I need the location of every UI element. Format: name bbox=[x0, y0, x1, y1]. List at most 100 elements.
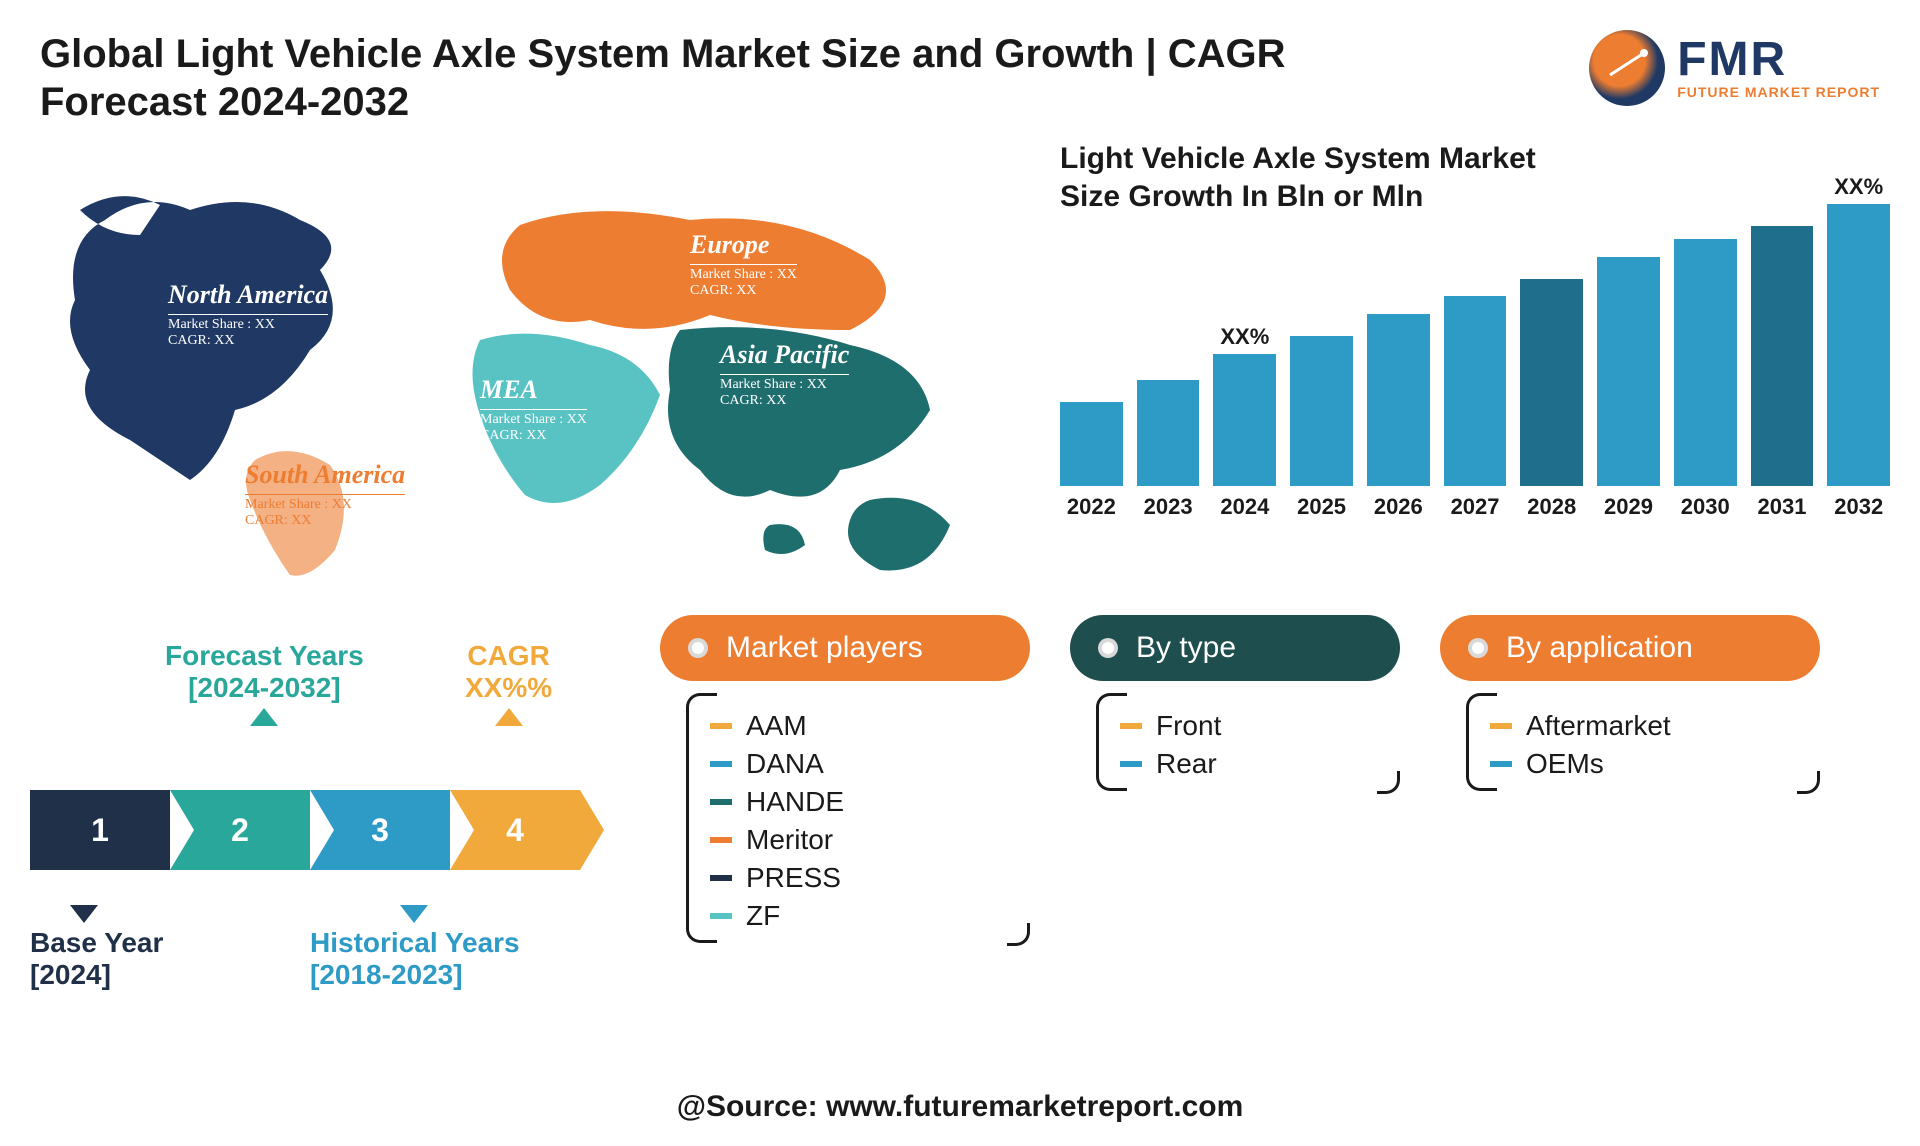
list-item: AAM bbox=[710, 707, 1030, 745]
bar bbox=[1444, 296, 1507, 486]
label-cagr: CAGR XX%% bbox=[465, 640, 552, 726]
section-by-type: By type FrontRear bbox=[1070, 615, 1400, 1035]
bar-col: 2022 bbox=[1060, 402, 1123, 520]
list-item-text: AAM bbox=[746, 710, 807, 742]
timeline-step-number: 4 bbox=[506, 812, 524, 849]
page-title: Global Light Vehicle Axle System Market … bbox=[40, 30, 1320, 126]
list-item-text: Aftermarket bbox=[1526, 710, 1671, 742]
timeline-step-number: 2 bbox=[231, 812, 249, 849]
list-item: Rear bbox=[1120, 745, 1400, 783]
list-item: DANA bbox=[710, 745, 1030, 783]
globe-icon bbox=[1589, 30, 1665, 106]
bar-label: 2031 bbox=[1758, 494, 1807, 520]
section-by-application: By application Aftermarket OEMs bbox=[1440, 615, 1820, 1035]
tick-icon bbox=[1490, 723, 1512, 729]
pill-market-players: Market players bbox=[660, 615, 1030, 681]
bar bbox=[1597, 257, 1660, 486]
label-europe: Europe Market Share : XX CAGR: XX bbox=[690, 230, 797, 299]
bar-col: 2031 bbox=[1751, 226, 1814, 520]
label-mea: MEA Market Share : XX CAGR: XX bbox=[480, 375, 587, 444]
growth-bar-chart: Light Vehicle Axle System Market Size Gr… bbox=[1060, 140, 1890, 560]
list-item-text: OEMs bbox=[1526, 748, 1604, 780]
list-item: PRESS bbox=[710, 859, 1030, 897]
tick-icon bbox=[710, 875, 732, 881]
timeline-step: 4 bbox=[450, 790, 580, 870]
bar-col: 2027 bbox=[1444, 296, 1507, 520]
label-north-america: North America Market Share : XX CAGR: XX bbox=[168, 280, 328, 349]
list-item: HANDE bbox=[710, 783, 1030, 821]
bar bbox=[1060, 402, 1123, 486]
tick-icon bbox=[1120, 723, 1142, 729]
bar-col: 2024XX% bbox=[1213, 354, 1276, 520]
label-forecast: Forecast Years [2024-2032] bbox=[165, 640, 364, 726]
list-item-text: Meritor bbox=[746, 824, 833, 856]
bar-label: 2030 bbox=[1681, 494, 1730, 520]
bar bbox=[1213, 354, 1276, 486]
chevron-row: 1 2 3 4 bbox=[30, 790, 580, 870]
bar-col: 2026 bbox=[1367, 314, 1430, 520]
bar bbox=[1674, 239, 1737, 486]
bar-label: 2025 bbox=[1297, 494, 1346, 520]
header: Global Light Vehicle Axle System Market … bbox=[40, 30, 1880, 126]
timeline-step: 2 bbox=[170, 790, 310, 870]
tick-icon bbox=[710, 723, 732, 729]
bar-annotation: XX% bbox=[1220, 324, 1269, 350]
list-item-text: DANA bbox=[746, 748, 824, 780]
pill-by-type: By type bbox=[1070, 615, 1400, 681]
pill-by-application: By application bbox=[1440, 615, 1820, 681]
bar-col: 2025 bbox=[1290, 336, 1353, 520]
tick-icon bbox=[1120, 761, 1142, 767]
bar-label: 2028 bbox=[1527, 494, 1576, 520]
list-item: Front bbox=[1120, 707, 1400, 745]
label-asia-pacific: Asia Pacific Market Share : XX CAGR: XX bbox=[720, 340, 849, 409]
list-item-text: ZF bbox=[746, 900, 780, 932]
list-item-text: Rear bbox=[1156, 748, 1217, 780]
bar bbox=[1367, 314, 1430, 486]
list-market-players: AAM DANA HANDE Meritor PRESS ZF bbox=[660, 699, 1030, 943]
bar-col: 2032XX% bbox=[1827, 204, 1890, 520]
bar-label: 2029 bbox=[1604, 494, 1653, 520]
bar bbox=[1290, 336, 1353, 486]
bar-label: 2027 bbox=[1451, 494, 1500, 520]
bar-label: 2026 bbox=[1374, 494, 1423, 520]
tick-icon bbox=[710, 837, 732, 843]
brand-logo: FMR FUTURE MARKET REPORT bbox=[1589, 30, 1880, 106]
bar-col: 2030 bbox=[1674, 239, 1737, 520]
timeline-step: 3 bbox=[310, 790, 450, 870]
bar-annotation: XX% bbox=[1834, 174, 1883, 200]
label-historical: Historical Years [2018-2023] bbox=[310, 905, 520, 991]
bar-col: 2023 bbox=[1137, 380, 1200, 520]
timeline: Forecast Years [2024-2032] CAGR XX%% 1 2 3… bbox=[30, 640, 630, 990]
bar bbox=[1751, 226, 1814, 486]
bar-label: 2022 bbox=[1067, 494, 1116, 520]
section-market-players: Market players AAM DANA HANDE Meritor PRESS Z… bbox=[660, 615, 1030, 1035]
logo-text: FMR bbox=[1677, 36, 1880, 84]
bar-col: 2029 bbox=[1597, 257, 1660, 520]
label-base-year: Base Year [2024] bbox=[30, 905, 163, 991]
list-item: Aftermarket bbox=[1490, 707, 1820, 745]
label-south-america: South America Market Share : XX CAGR: XX bbox=[245, 460, 405, 529]
bar bbox=[1137, 380, 1200, 486]
list-item: ZF bbox=[710, 897, 1030, 935]
list-by-application: Aftermarket OEMs bbox=[1440, 699, 1820, 791]
list-item-text: PRESS bbox=[746, 862, 841, 894]
list-by-type: FrontRear bbox=[1070, 699, 1400, 791]
tick-icon bbox=[710, 799, 732, 805]
tick-icon bbox=[710, 913, 732, 919]
bar-series: 202220232024XX%2025202620272028202920302… bbox=[1060, 200, 1890, 520]
bar-label: 2023 bbox=[1144, 494, 1193, 520]
logo-subtitle: FUTURE MARKET REPORT bbox=[1677, 84, 1880, 100]
list-item: Meritor bbox=[710, 821, 1030, 859]
timeline-step-number: 1 bbox=[91, 812, 109, 849]
tick-icon bbox=[1490, 761, 1512, 767]
timeline-step: 1 bbox=[30, 790, 170, 870]
bar-col: 2028 bbox=[1520, 279, 1583, 520]
source-text: @Source: www.futuremarketreport.com bbox=[0, 1090, 1920, 1124]
list-item-text: HANDE bbox=[746, 786, 844, 818]
bar bbox=[1827, 204, 1890, 486]
list-item: OEMs bbox=[1490, 745, 1820, 783]
timeline-step-number: 3 bbox=[371, 812, 389, 849]
tick-icon bbox=[710, 761, 732, 767]
bar-label: 2024 bbox=[1220, 494, 1269, 520]
bar-label: 2032 bbox=[1834, 494, 1883, 520]
